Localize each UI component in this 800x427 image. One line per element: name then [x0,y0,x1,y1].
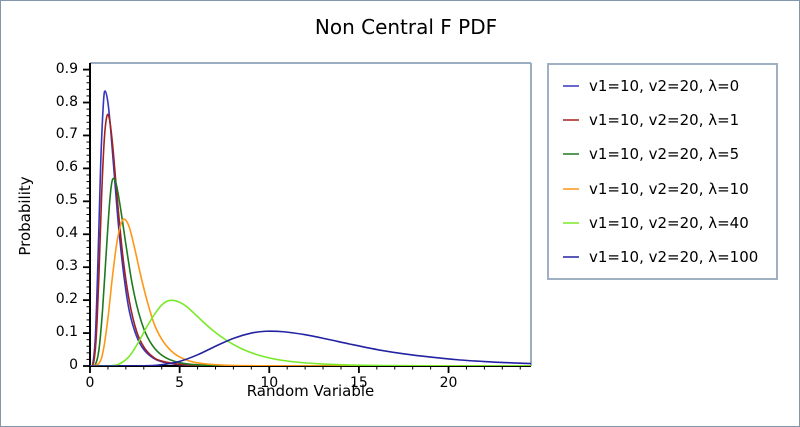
legend-item: v1=10, v2=20, λ=40 [563,214,776,232]
x-tick-label: 15 [349,375,368,391]
chart-title: Non Central F PDF [314,15,498,39]
legend-label: v1=10, v2=20, λ=100 [589,247,759,266]
series-curve [90,330,531,366]
series-curve [90,177,531,366]
y-tick-label: 0.1 [55,324,78,341]
x-tick-label: 20 [439,375,458,391]
y-tick-label: 0.9 [55,60,78,77]
legend-swatch-line [563,119,579,122]
x-tick-label: 0 [85,375,95,391]
legend-item: v1=10, v2=20, λ=10 [563,180,776,198]
legend-label: v1=10, v2=20, λ=5 [589,145,740,164]
y-tick-label: 0.2 [55,291,78,308]
legend-swatch-line [563,187,579,190]
y-tick-label: 0.5 [55,192,78,209]
legend-item: v1=10, v2=20, λ=5 [563,145,776,163]
y-tick-label: 0.4 [55,225,78,242]
legend-swatch-line [563,255,579,258]
plot-frame [89,62,532,367]
x-tick-label: 5 [175,375,185,391]
series-curves [90,90,531,366]
legend-label: v1=10, v2=20, λ=40 [589,213,749,232]
y-tick-label: 0.6 [55,159,78,176]
legend-swatch-line [563,153,579,156]
x-axis-title: Random Variable [246,382,375,400]
legend-label: v1=10, v2=20, λ=10 [589,179,749,198]
y-tick-label: 0 [69,357,78,373]
legend-label: v1=10, v2=20, λ=0 [589,77,740,96]
y-tick-label: 0.3 [55,258,78,275]
axis-ticks [83,68,521,373]
legend-label: v1=10, v2=20, λ=1 [589,111,740,130]
legend-item: v1=10, v2=20, λ=1 [563,111,776,129]
y-tick-label: 0.7 [55,126,78,143]
x-tick-label: 10 [260,375,279,391]
series-curve [90,299,531,366]
legend-swatch-line [563,221,579,224]
y-axis-title: Probability [16,176,34,256]
legend-item: v1=10, v2=20, λ=100 [563,248,776,266]
y-tick-label: 0.8 [55,93,78,110]
series-curve [90,218,531,366]
legend-item: v1=10, v2=20, λ=0 [563,77,776,95]
legend-box: v1=10, v2=20, λ=0 v1=10, v2=20, λ=1 v1=10,… [547,63,778,280]
series-curve [90,90,531,366]
legend-swatch-line [563,85,579,88]
